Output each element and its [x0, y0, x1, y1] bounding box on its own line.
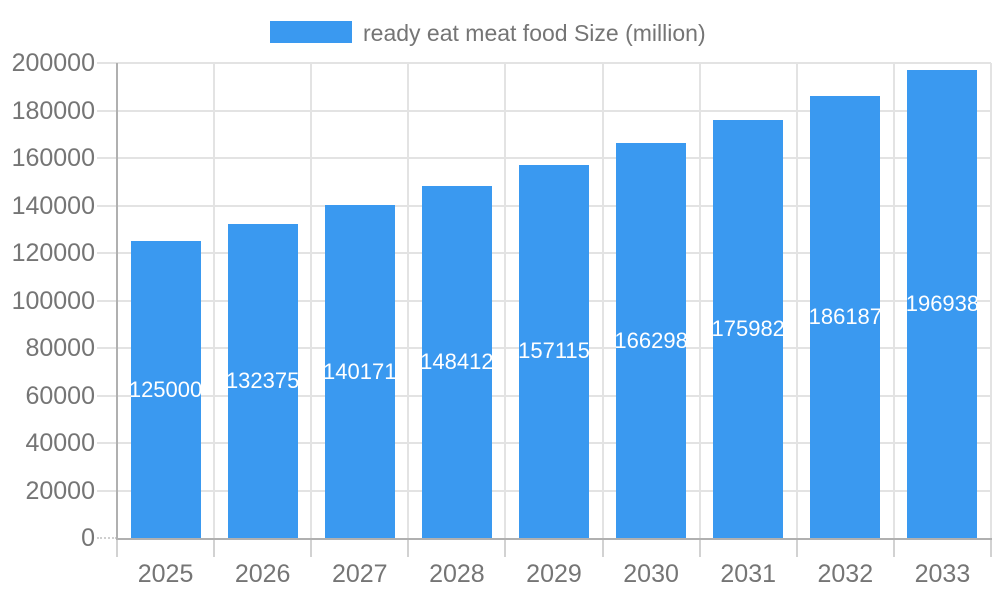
bar-2032[interactable]: 186187 [810, 95, 881, 538]
bar-value-label: 166298 [616, 327, 687, 353]
x-tick [407, 540, 410, 557]
x-axis-label: 2028 [429, 560, 485, 588]
legend-swatch [270, 21, 352, 43]
x-tick [892, 540, 895, 557]
bar-value-label: 148412 [421, 348, 492, 374]
x-axis-label: 2029 [526, 560, 582, 588]
y-axis-line [116, 63, 118, 540]
y-axis-label: 180000 [11, 96, 95, 125]
bar-value-label: 175982 [713, 316, 784, 341]
x-tick [990, 540, 992, 557]
y-axis-label: 40000 [25, 429, 95, 457]
x-axis-line [116, 538, 992, 540]
x-axis-label: 2026 [234, 560, 291, 588]
bar-2027[interactable]: 140171 [324, 205, 395, 538]
bar-value-label: 140171 [324, 358, 395, 384]
bar-value-label: 132375 [227, 367, 298, 393]
x-axis-label: 2033 [914, 560, 971, 588]
y-axis-label: 0 [81, 524, 95, 552]
bar-value-label: 125000 [130, 376, 201, 402]
y-axis-label: 20000 [25, 476, 95, 505]
bar-value-label: 196938 [907, 291, 978, 317]
x-gridline [990, 63, 992, 538]
legend-label: ready eat meat food Size (million) [363, 20, 706, 46]
bar-2033[interactable]: 196938 [907, 70, 978, 538]
x-gridline [892, 63, 895, 538]
x-gridline [698, 63, 701, 538]
x-tick [310, 540, 313, 557]
y-axis-label: 140000 [11, 191, 95, 220]
x-axis-label: 2025 [137, 560, 194, 588]
bar-value-label: 157115 [519, 338, 589, 364]
x-axis-label: 2030 [623, 560, 679, 588]
x-gridline [601, 63, 604, 538]
x-axis-label: 2032 [817, 560, 874, 588]
y-axis-label: 60000 [25, 381, 95, 410]
x-tick [213, 540, 216, 557]
bar-value-label: 186187 [810, 303, 881, 329]
x-gridline [504, 63, 507, 538]
x-gridline [213, 63, 216, 538]
bar-2028[interactable]: 148412 [421, 185, 492, 538]
x-tick [601, 540, 604, 557]
bar-2030[interactable]: 166298 [616, 143, 687, 538]
y-axis-label: 200000 [11, 49, 95, 77]
y-axis-label: 100000 [11, 286, 95, 315]
x-tick [795, 540, 798, 557]
x-gridline [310, 63, 313, 538]
x-axis-label: 2031 [720, 560, 777, 588]
bar-2031[interactable]: 175982 [713, 120, 784, 538]
y-axis-label: 80000 [25, 334, 95, 362]
y-gridline [97, 62, 991, 64]
bar-2026[interactable]: 132375 [227, 223, 298, 538]
x-tick [698, 540, 701, 557]
x-tick [116, 540, 118, 557]
y-axis-label: 160000 [11, 144, 95, 172]
y-zero-tick [97, 537, 117, 539]
y-axis-label: 120000 [11, 239, 95, 267]
bar-2025[interactable]: 125000 [130, 241, 201, 538]
x-axis-label: 2027 [331, 560, 388, 588]
x-tick [504, 540, 507, 557]
y-gridline [97, 109, 991, 112]
bar-2029[interactable]: 157115 [519, 164, 589, 538]
x-gridline [407, 63, 410, 538]
x-gridline [795, 63, 798, 538]
y-gridline [97, 157, 991, 159]
